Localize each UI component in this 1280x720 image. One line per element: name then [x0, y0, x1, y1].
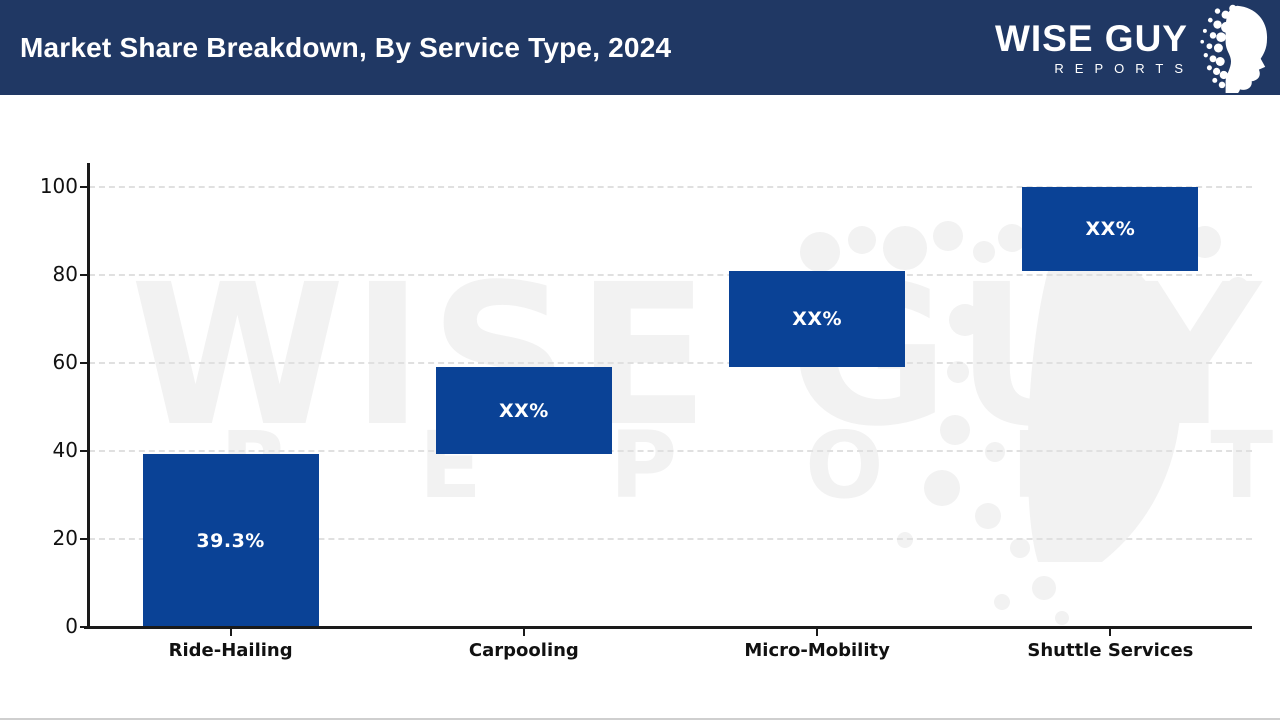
y-tick-mark-100 [80, 186, 89, 188]
x-tick-mark-1 [522, 628, 525, 636]
y-tick-label-40: 40 [52, 438, 78, 462]
y-tick-label-60: 60 [52, 350, 78, 374]
bar-value-label: 39.3% [196, 529, 265, 552]
bar-carpooling: XX% [435, 366, 612, 455]
brand-logo: WISE GUY REPORTS [995, 0, 1272, 95]
category-label-2: Micro-Mobility [744, 640, 890, 661]
gridline-100 [89, 186, 1252, 188]
brand-head-icon [1200, 4, 1268, 93]
category-label-0: Ride-Hailing [168, 640, 293, 661]
bar-value-label: XX% [792, 307, 843, 330]
chart-title: Market Share Breakdown, By Service Type,… [20, 31, 672, 63]
category-label-1: Carpooling [468, 640, 579, 661]
gridline-40 [89, 450, 1252, 452]
bar-micro-mobility: XX% [729, 271, 906, 367]
brand-name: WISE GUY [994, 17, 1188, 59]
gridline-60 [89, 362, 1252, 364]
x-axis-line [84, 626, 1252, 629]
x-tick-mark-0 [229, 628, 232, 636]
y-tick-label-20: 20 [52, 526, 78, 550]
gridline-20 [89, 538, 1252, 540]
bar-shuttle-services: XX% [1022, 187, 1199, 272]
brand-logo-text: WISE GUY REPORTS [995, 20, 1188, 76]
y-tick-mark-40 [80, 450, 89, 452]
x-tick-mark-3 [1109, 628, 1112, 636]
y-tick-mark-80 [80, 274, 89, 276]
gridline-80 [89, 274, 1252, 276]
y-tick-label-100: 100 [39, 174, 78, 198]
header: Market Share Breakdown, By Service Type,… [0, 0, 1280, 95]
category-label-3: Shuttle Services [1027, 640, 1194, 661]
y-tick-label-80: 80 [52, 262, 78, 286]
bar-ride-hailing: 39.3% [142, 454, 319, 627]
x-tick-mark-2 [816, 628, 819, 636]
y-tick-label-0: 0 [65, 614, 78, 638]
y-tick-mark-60 [80, 362, 89, 364]
y-axis-line [87, 163, 90, 629]
brand-subname: REPORTS [1054, 60, 1194, 76]
bar-value-label: XX% [1085, 218, 1136, 241]
y-tick-mark-20 [80, 538, 89, 540]
bar-value-label: XX% [498, 399, 549, 422]
